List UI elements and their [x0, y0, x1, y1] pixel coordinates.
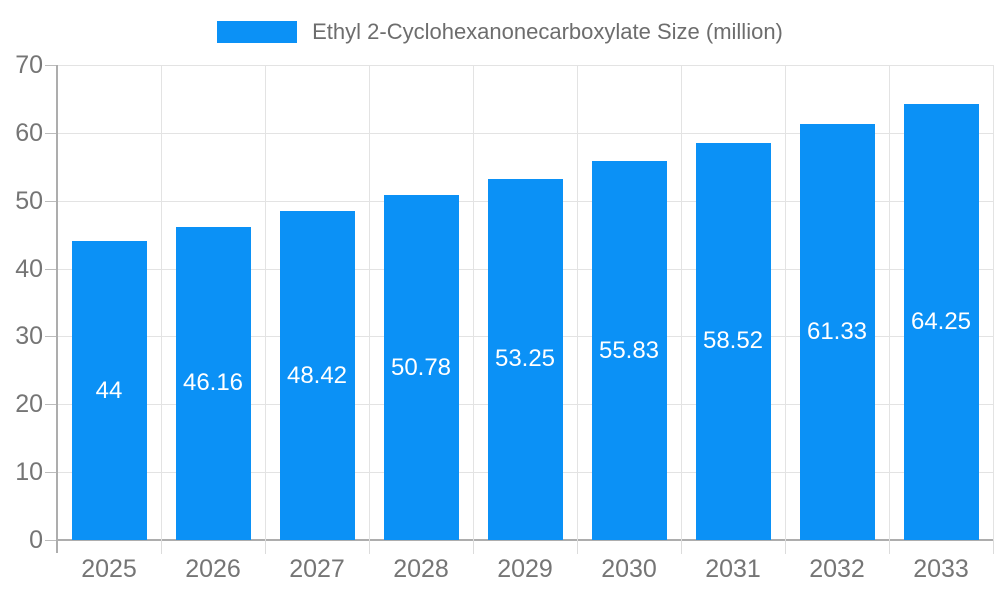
bar-value-label: 48.42 [286, 361, 348, 389]
x-tick-label: 2032 [809, 555, 865, 583]
bar-value-label: 44 [95, 376, 123, 404]
x-tick-mark [889, 540, 890, 554]
y-tick-mark [45, 133, 57, 134]
x-tick-mark [993, 540, 994, 554]
y-tick-label: 30 [15, 322, 43, 350]
legend-swatch-icon [217, 21, 298, 43]
v-gridline [369, 65, 370, 540]
x-tick-mark [577, 540, 578, 554]
y-tick-mark [45, 65, 57, 66]
x-tick-label: 2033 [913, 555, 969, 583]
v-gridline [161, 65, 162, 540]
bar-value-label: 64.25 [910, 308, 972, 335]
v-gridline [265, 65, 266, 540]
bar-2033[interactable] [903, 104, 979, 540]
y-tick-mark [45, 336, 57, 337]
bar-2031[interactable] [695, 142, 771, 540]
bar-value-label: 58.52 [702, 327, 764, 355]
y-tick-mark [45, 404, 57, 405]
v-gridline [681, 65, 682, 540]
bar-2025[interactable] [71, 241, 147, 540]
y-axis-line [56, 65, 58, 553]
x-tick-label: 2028 [393, 555, 449, 583]
y-tick-label: 60 [15, 119, 43, 147]
bar-2026[interactable] [175, 226, 251, 540]
h-gridline [57, 133, 993, 134]
y-tick-mark [45, 269, 57, 270]
y-tick-label: 10 [15, 458, 43, 486]
x-tick-mark [473, 540, 474, 554]
y-tick-label: 0 [29, 526, 43, 554]
legend-label: Ethyl 2-Cyclohexanonecarboxylate Size (m… [312, 19, 783, 44]
v-gridline [889, 65, 890, 540]
bar-value-label: 55.83 [598, 336, 660, 364]
y-tick-mark [45, 472, 57, 473]
bar-value-label: 50.78 [390, 353, 452, 381]
x-tick-label: 2029 [497, 555, 553, 583]
bar-2027[interactable] [279, 211, 355, 540]
y-tick-mark [45, 540, 57, 541]
bar-value-label: 61.33 [806, 317, 868, 345]
h-gridline [57, 65, 993, 66]
bar-2028[interactable] [383, 195, 459, 540]
x-tick-mark [265, 540, 266, 554]
y-tick-label: 40 [15, 255, 43, 283]
x-tick-mark [369, 540, 370, 554]
bar-value-label: 53.25 [494, 345, 556, 373]
x-axis-line [57, 539, 993, 541]
bar-2032[interactable] [799, 123, 875, 540]
bar-value-label: 46.16 [182, 369, 244, 397]
bar-2030[interactable] [591, 161, 667, 540]
x-tick-label: 2031 [705, 555, 761, 583]
v-gridline [473, 65, 474, 540]
x-tick-label: 2025 [81, 555, 137, 583]
y-tick-label: 20 [15, 390, 43, 418]
x-tick-label: 2030 [601, 555, 657, 583]
x-tick-mark [161, 540, 162, 554]
x-tick-label: 2027 [289, 555, 345, 583]
v-gridline [993, 65, 994, 540]
y-tick-label: 70 [15, 51, 43, 79]
y-tick-label: 50 [15, 187, 43, 215]
x-tick-mark [785, 540, 786, 554]
legend-item[interactable]: Ethyl 2-Cyclohexanonecarboxylate Size (m… [0, 19, 1000, 45]
bar-2029[interactable] [487, 178, 563, 540]
x-tick-label: 2026 [185, 555, 241, 583]
v-gridline [577, 65, 578, 540]
v-gridline [785, 65, 786, 540]
y-tick-mark [45, 201, 57, 202]
x-tick-mark [681, 540, 682, 554]
